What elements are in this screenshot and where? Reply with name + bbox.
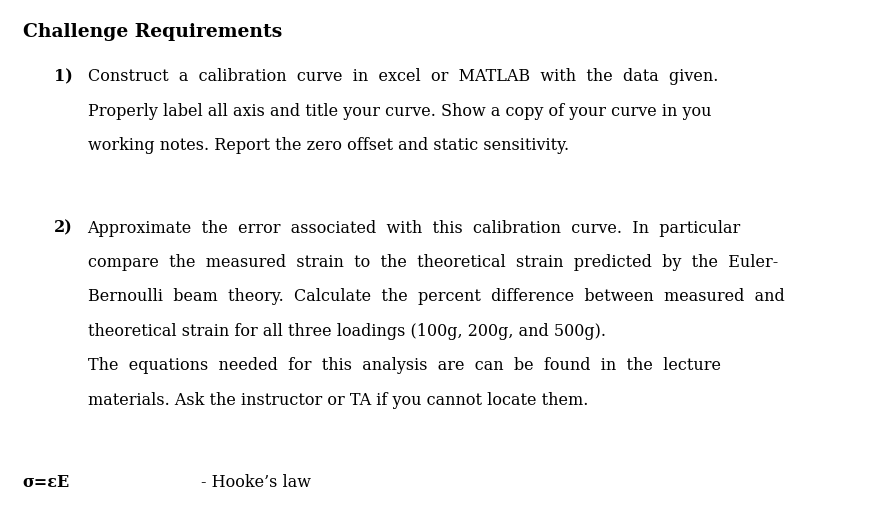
Text: 1): 1)	[54, 68, 73, 85]
Text: - Hooke’s law: - Hooke’s law	[201, 473, 312, 490]
Text: 2): 2)	[54, 219, 73, 236]
Text: The  equations  needed  for  this  analysis  are  can  be  found  in  the  lectu: The equations needed for this analysis a…	[88, 357, 720, 374]
Text: theoretical strain for all three loadings (100g, 200g, and 500g).: theoretical strain for all three loading…	[88, 322, 606, 339]
Text: Approximate  the  error  associated  with  this  calibration  curve.  In  partic: Approximate the error associated with th…	[88, 219, 741, 236]
Text: Bernoulli  beam  theory.  Calculate  the  percent  difference  between  measured: Bernoulli beam theory. Calculate the per…	[88, 288, 784, 305]
Text: working notes. Report the zero offset and static sensitivity.: working notes. Report the zero offset an…	[88, 137, 569, 154]
Text: Challenge Requirements: Challenge Requirements	[23, 23, 282, 41]
Text: compare  the  measured  strain  to  the  theoretical  strain  predicted  by  the: compare the measured strain to the theor…	[88, 254, 778, 271]
Text: Construct  a  calibration  curve  in  excel  or  MATLAB  with  the  data  given.: Construct a calibration curve in excel o…	[88, 68, 718, 85]
Text: σ=εE: σ=εE	[23, 473, 70, 490]
Text: materials. Ask the instructor or TA if you cannot locate them.: materials. Ask the instructor or TA if y…	[88, 391, 588, 408]
Text: Properly label all axis and title your curve. Show a copy of your curve in you: Properly label all axis and title your c…	[88, 103, 711, 120]
